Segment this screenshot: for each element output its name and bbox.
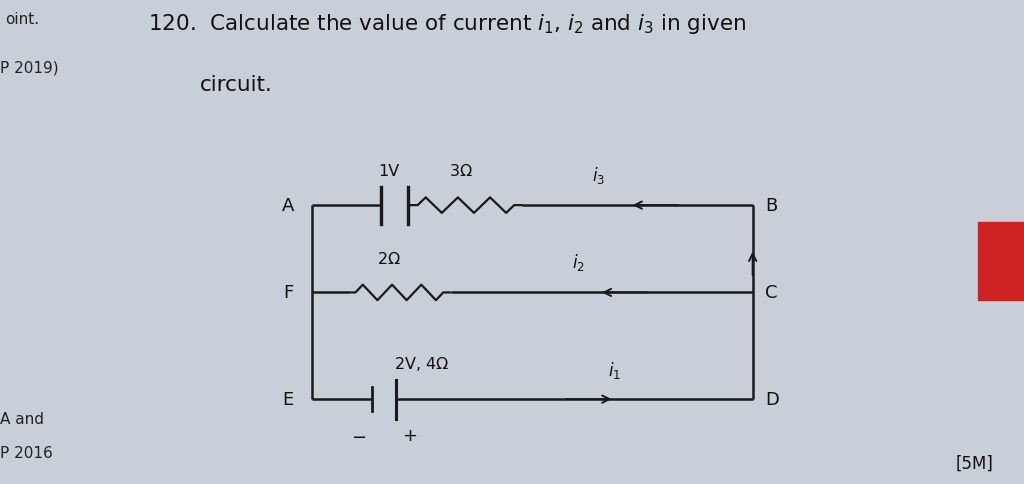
Text: 2V, 4$\Omega$: 2V, 4$\Omega$ xyxy=(394,355,450,373)
Text: B: B xyxy=(765,197,777,215)
Text: P 2019): P 2019) xyxy=(0,60,58,76)
Text: 1V: 1V xyxy=(379,164,399,179)
Text: F: F xyxy=(284,284,294,302)
Text: E: E xyxy=(283,390,294,408)
Text: $i_1$: $i_1$ xyxy=(608,359,621,380)
Text: 3$\Omega$: 3$\Omega$ xyxy=(449,163,473,179)
Text: 120.  Calculate the value of current $i_1$, $i_2$ and $i_3$ in given: 120. Calculate the value of current $i_1… xyxy=(148,12,746,36)
Bar xyxy=(978,223,1024,300)
Text: $i_3$: $i_3$ xyxy=(593,165,605,185)
Text: A: A xyxy=(282,197,294,215)
Text: $-$: $-$ xyxy=(351,426,366,444)
Text: $i_2$: $i_2$ xyxy=(572,252,585,272)
Text: [5M]: [5M] xyxy=(955,454,993,472)
Text: oint.: oint. xyxy=(5,12,39,27)
Text: $+$: $+$ xyxy=(402,426,417,444)
Text: A and: A and xyxy=(0,411,44,426)
Text: D: D xyxy=(765,390,779,408)
Text: C: C xyxy=(765,284,777,302)
Text: 2$\Omega$: 2$\Omega$ xyxy=(377,250,401,266)
Text: circuit.: circuit. xyxy=(200,75,272,95)
Text: P 2016: P 2016 xyxy=(0,445,53,460)
